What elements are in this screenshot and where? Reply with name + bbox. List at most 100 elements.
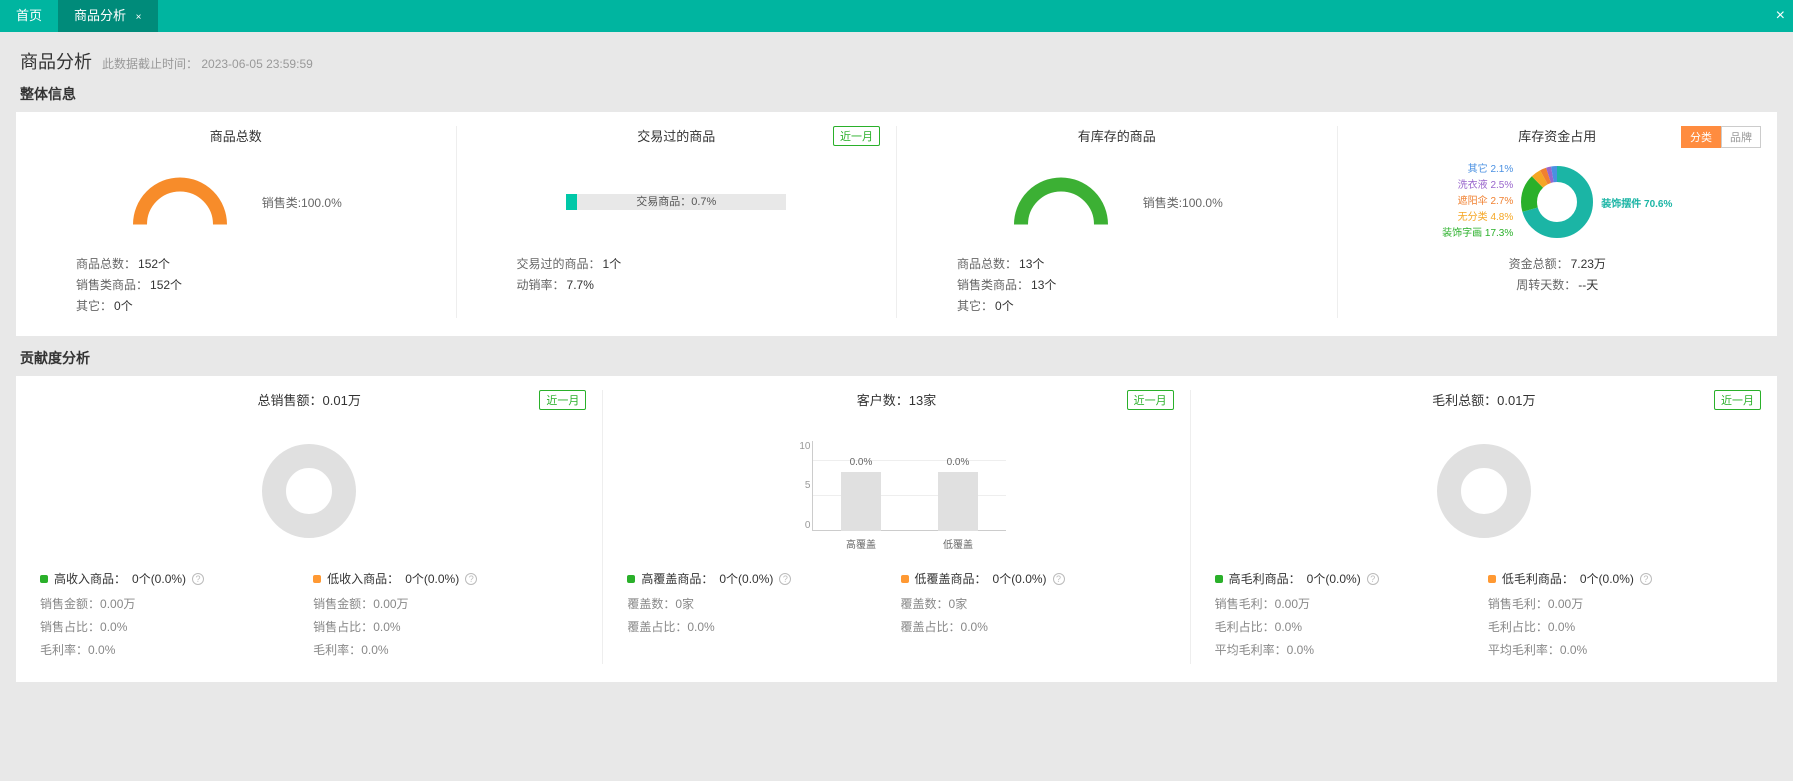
- contrib-line: 销售毛利：0.00万: [1488, 595, 1753, 612]
- card-title: 交易过的商品: [477, 126, 877, 145]
- line-v: 0家: [949, 597, 968, 611]
- stat-v: 13个: [1019, 257, 1044, 271]
- stat-k: 周转天数：: [1516, 278, 1576, 292]
- card-title: 总销售额：0.01万: [36, 390, 582, 409]
- ytick: 5: [786, 480, 810, 491]
- line-v: 0.0%: [961, 620, 988, 634]
- help-icon[interactable]: ?: [192, 573, 204, 585]
- contrib-line: 毛利率：0.0%: [313, 641, 578, 658]
- contrib-stats: 高覆盖商品： 0个(0.0%) ? 覆盖数：0家 覆盖占比：0.0% 低覆盖商品…: [623, 570, 1169, 641]
- help-icon[interactable]: ?: [1640, 573, 1652, 585]
- donut-label: 遮阳伞 2.7%: [1442, 194, 1513, 210]
- stat-k: 其它：: [76, 299, 112, 313]
- period-tag[interactable]: 近一月: [539, 390, 586, 410]
- donut-svg: [259, 441, 359, 541]
- bar: 0.0%: [841, 472, 881, 531]
- line-v: 0.0%: [1560, 643, 1587, 657]
- head-value: 0个(0.0%): [1580, 570, 1634, 587]
- contrib-col-right: 低收入商品： 0个(0.0%) ? 销售金额：0.00万 销售占比：0.0% 毛…: [309, 570, 582, 664]
- tab-label: 商品分析: [74, 8, 126, 23]
- bar-items: 0.0% 0.0%: [812, 441, 1006, 531]
- page-header: 商品分析 此数据截止时间： 2023-06-05 23:59:59: [0, 32, 1793, 84]
- gauge-arc: [140, 185, 220, 225]
- tab-brand[interactable]: 品牌: [1721, 126, 1761, 148]
- stat-v: 0个: [995, 299, 1014, 313]
- dot-icon: [901, 575, 909, 583]
- contrib-line: 平均毛利率：0.0%: [1215, 641, 1480, 658]
- card-inventory-capital: 库存资金占用 分类 品牌 其它 2.1% 洗衣液 2.5% 遮阳伞 2.7% 无…: [1338, 126, 1778, 318]
- y-axis: 0 5 10: [786, 441, 810, 531]
- head-value: 0个(0.0%): [132, 570, 186, 587]
- stat-k: 动销率：: [517, 278, 565, 292]
- period-tag[interactable]: 近一月: [1714, 390, 1761, 410]
- ytick: 10: [786, 441, 810, 452]
- period-tag[interactable]: 近一月: [833, 126, 880, 146]
- donut-chart: [1211, 423, 1757, 558]
- line-k: 销售占比：: [313, 620, 373, 634]
- stat-k: 商品总数：: [957, 257, 1017, 271]
- contrib-col-left: 高收入商品： 0个(0.0%) ? 销售金额：0.00万 销售占比：0.0% 毛…: [36, 570, 309, 664]
- line-v: 0.0%: [88, 643, 115, 657]
- dot-icon: [313, 575, 321, 583]
- donut-chart: [36, 423, 582, 558]
- contrib-line: 平均毛利率：0.0%: [1488, 641, 1753, 658]
- line-v: 0.00万: [1548, 597, 1583, 611]
- progress-text: 交易商品：0.7%: [566, 194, 786, 210]
- cutoff-time: 2023-06-05 23:59:59: [201, 57, 312, 71]
- title-label: 毛利总额：: [1432, 393, 1497, 408]
- bar-chart-inner: 0 5 10 0.0% 0.0% 高覆盖: [786, 431, 1006, 551]
- period-tag[interactable]: 近一月: [1127, 390, 1174, 410]
- line-k: 毛利占比：: [1215, 620, 1275, 634]
- head-label: 低毛利商品：: [1502, 570, 1574, 587]
- stat-k: 销售类商品：: [957, 278, 1029, 292]
- card-traded-products: 交易过的商品 近一月 交易商品：0.7% 交易过的商品：1个 动销率：7.7%: [457, 126, 898, 318]
- tab-bar-close-icon[interactable]: ×: [1776, 7, 1785, 25]
- stat-line: 动销率：7.7%: [517, 276, 877, 293]
- help-icon[interactable]: ?: [779, 573, 791, 585]
- contrib-head: 低覆盖商品： 0个(0.0%) ?: [901, 570, 1166, 587]
- stat-v: 13个: [1031, 278, 1056, 292]
- line-k: 平均毛利率：: [1488, 643, 1560, 657]
- contrib-line: 销售占比：0.0%: [40, 618, 305, 635]
- contrib-col-right: 低毛利商品： 0个(0.0%) ? 销售毛利：0.00万 毛利占比：0.0% 平…: [1484, 570, 1757, 664]
- card-total-sales: 总销售额：0.01万 近一月 高收入商品： 0个(0.0%) ? 销售金额：0.…: [16, 390, 603, 664]
- donut-svg: [1517, 162, 1597, 242]
- contrib-head: 低收入商品： 0个(0.0%) ?: [313, 570, 578, 587]
- tab-category[interactable]: 分类: [1681, 126, 1721, 148]
- help-icon[interactable]: ?: [1053, 573, 1065, 585]
- help-icon[interactable]: ?: [465, 573, 477, 585]
- progress-bar: 交易商品：0.7%: [566, 194, 786, 210]
- stat-line: 商品总数：13个: [957, 255, 1317, 272]
- donut-label: 无分类 4.8%: [1442, 210, 1513, 226]
- card-total-products: 商品总数 销售类:100.0% 商品总数：152个 销售类商品：152个 其它：…: [16, 126, 457, 318]
- stat-v: --天: [1578, 278, 1598, 292]
- contrib-stats: 高收入商品： 0个(0.0%) ? 销售金额：0.00万 销售占比：0.0% 毛…: [36, 570, 582, 664]
- close-icon[interactable]: ×: [136, 12, 142, 23]
- stats-list: 商品总数：152个 销售类商品：152个 其它：0个: [36, 255, 436, 314]
- line-v: 0.0%: [361, 643, 388, 657]
- line-k: 覆盖数：: [901, 597, 949, 611]
- stat-line: 周转天数：--天: [1358, 276, 1758, 293]
- tab-home[interactable]: 首页: [0, 0, 58, 32]
- help-icon[interactable]: ?: [1367, 573, 1379, 585]
- card-title: 商品总数: [36, 126, 436, 145]
- line-v: 0.00万: [373, 597, 408, 611]
- bar: 0.0%: [938, 472, 978, 531]
- contrib-line: 销售占比：0.0%: [313, 618, 578, 635]
- line-k: 覆盖数：: [627, 597, 675, 611]
- line-k: 销售毛利：: [1488, 597, 1548, 611]
- contrib-line: 毛利率：0.0%: [40, 641, 305, 658]
- donut-svg: [1434, 441, 1534, 541]
- line-v: 0家: [675, 597, 694, 611]
- line-v: 0.0%: [100, 620, 127, 634]
- title-value: 13家: [909, 393, 936, 408]
- head-label: 高毛利商品：: [1229, 570, 1301, 587]
- contrib-line: 销售金额：0.00万: [313, 595, 578, 612]
- line-v: 0.0%: [687, 620, 714, 634]
- title-value: 0.01万: [1497, 393, 1535, 408]
- ytick: 0: [786, 520, 810, 531]
- contrib-col-left: 高毛利商品： 0个(0.0%) ? 销售毛利：0.00万 毛利占比：0.0% 平…: [1211, 570, 1484, 664]
- line-k: 毛利率：: [40, 643, 88, 657]
- tab-product-analysis[interactable]: 商品分析 ×: [58, 0, 157, 32]
- dot-icon: [1488, 575, 1496, 583]
